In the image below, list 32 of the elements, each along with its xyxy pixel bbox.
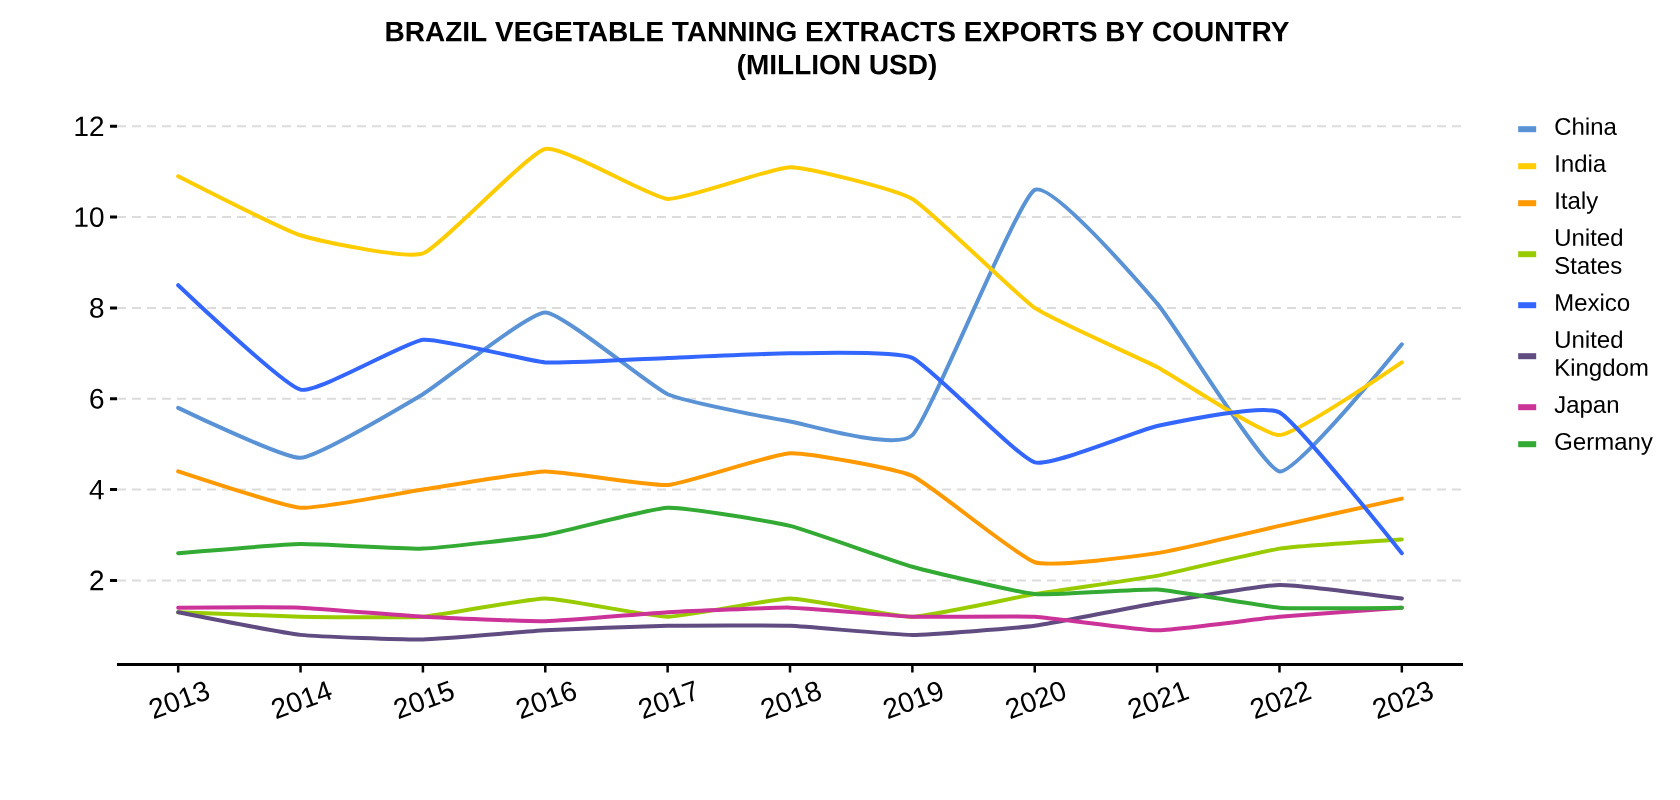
x-tick-label: 2017 — [638, 680, 694, 719]
y-tick-label: 6 — [90, 388, 104, 409]
x-tick-label: 2016 — [516, 681, 577, 719]
legend-label: China — [1555, 117, 1617, 136]
x-tick-label: 2021 — [1128, 682, 1190, 719]
legend-label: India — [1556, 154, 1607, 173]
y-tick-label: 8 — [90, 298, 104, 318]
x-tick-label: 2022 — [1250, 681, 1312, 719]
x-tick-label: 2018 — [761, 681, 821, 719]
y-tick-label: 2 — [90, 570, 104, 591]
x-tick-label: 2015 — [394, 680, 454, 719]
legend-label: Germany — [1555, 433, 1653, 455]
line-series — [176, 283, 1404, 556]
y-tick-label: 4 — [89, 479, 104, 500]
x-tick-label: 2019 — [883, 681, 943, 719]
line-series — [176, 451, 1404, 566]
legend-label: Mexico — [1556, 293, 1630, 312]
x-tick-label: 2023 — [1373, 681, 1433, 719]
legend-label: United States — [1555, 228, 1622, 275]
legend-label: Japan — [1554, 396, 1619, 418]
x-tick-label: 2020 — [1006, 681, 1066, 719]
legend-label: Italy — [1556, 191, 1599, 214]
y-tick-label: 12 — [75, 116, 104, 137]
x-tick-label: 2013 — [149, 681, 210, 719]
line-series — [176, 582, 1404, 642]
chart-title: BRAZIL VEGETABLE TANNING EXTRACTS EXPORTS BY COUNTRY (MILLION USD) — [386, 21, 1289, 80]
line-series — [176, 505, 1404, 611]
line-series — [176, 187, 1404, 474]
legend-label: United Kingdom — [1556, 330, 1648, 381]
y-tick-label: 10 — [75, 207, 104, 228]
x-tick-label: 2014 — [271, 681, 332, 719]
line-series — [176, 147, 1404, 438]
